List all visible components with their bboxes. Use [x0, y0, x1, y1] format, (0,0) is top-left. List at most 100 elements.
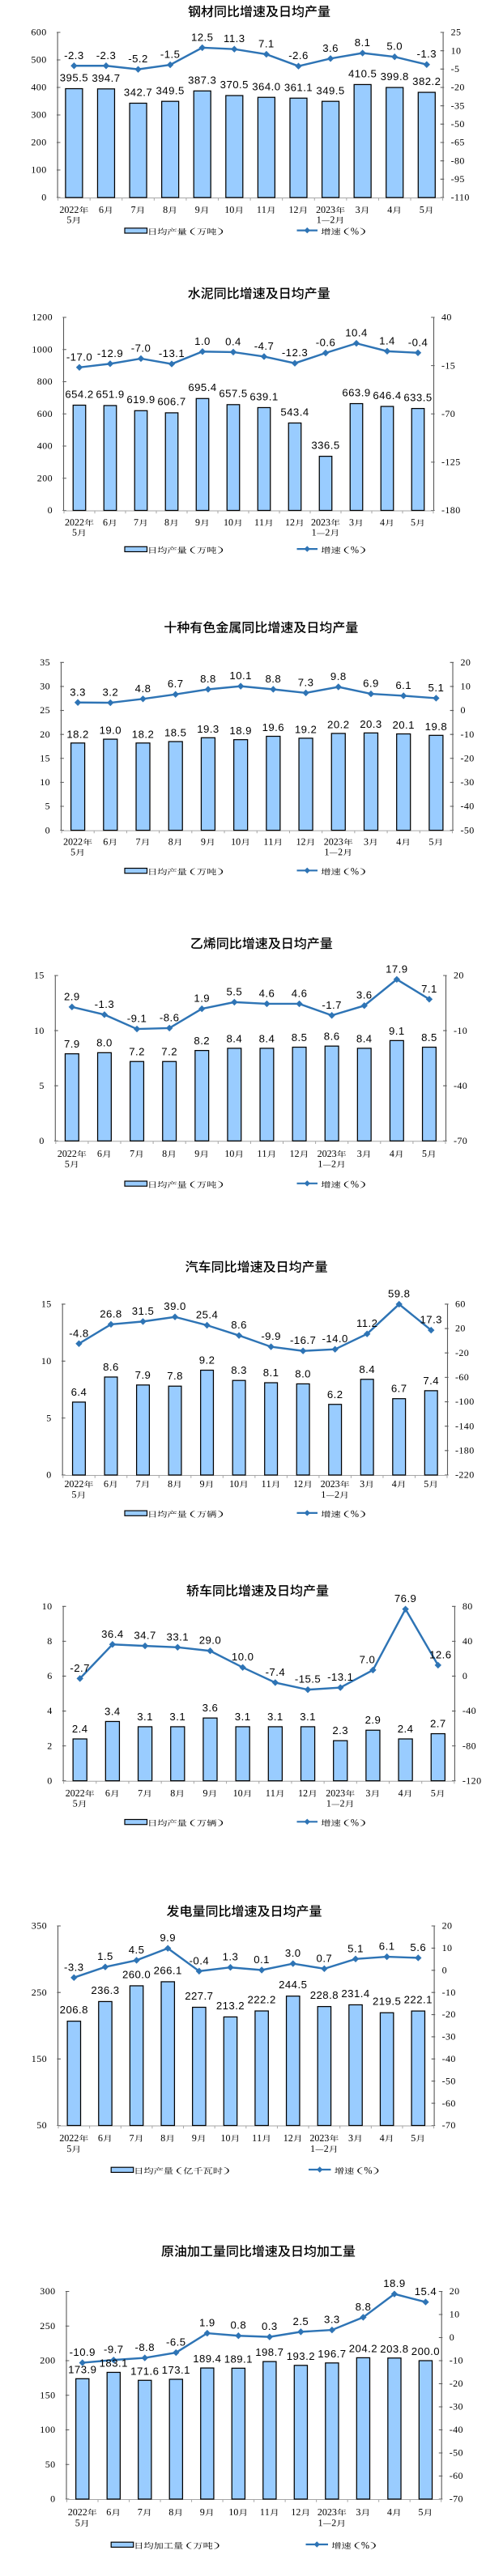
svg-text:-14.0: -14.0 [322, 1333, 348, 1345]
svg-text:-70: -70 [450, 2493, 463, 2505]
svg-text:8.6: 8.6 [103, 1361, 119, 1373]
svg-text:-40: -40 [442, 2053, 456, 2064]
svg-text:10: 10 [42, 1600, 53, 1612]
svg-text:-50: -50 [442, 2075, 456, 2086]
svg-text:15: 15 [34, 970, 45, 981]
svg-text:-30: -30 [442, 2031, 456, 2043]
svg-text:189.1: 189.1 [224, 2353, 253, 2365]
svg-text:8.5: 8.5 [292, 1031, 308, 1044]
svg-text:-0.4: -0.4 [408, 336, 428, 348]
svg-text:193.2: 193.2 [287, 2350, 315, 2362]
svg-text:206.8: 206.8 [60, 2004, 88, 2016]
svg-text:228.8: 228.8 [310, 1989, 339, 2001]
svg-text:260.0: 260.0 [122, 1968, 151, 1980]
svg-text:19.2: 19.2 [295, 723, 317, 735]
svg-text:370.5: 370.5 [220, 79, 249, 91]
svg-text:8.4: 8.4 [259, 1032, 275, 1044]
svg-text:0.8: 0.8 [230, 2319, 246, 2332]
svg-text:10: 10 [442, 1942, 453, 1953]
svg-text:1.3: 1.3 [223, 1951, 239, 1963]
svg-text:-15.5: -15.5 [295, 1673, 321, 1685]
svg-text:-1.5: -1.5 [160, 49, 181, 61]
svg-text:2.9: 2.9 [365, 1714, 382, 1726]
svg-text:-10.9: -10.9 [70, 2346, 96, 2358]
svg-text:10: 10 [450, 2309, 460, 2320]
svg-text:-220: -220 [455, 1469, 475, 1481]
svg-text:-9.9: -9.9 [261, 1330, 281, 1342]
svg-text:20: 20 [450, 2285, 460, 2297]
svg-text:100: 100 [40, 2424, 55, 2435]
svg-text:-20: -20 [450, 2378, 463, 2389]
svg-text:173.9: 173.9 [68, 2363, 96, 2375]
svg-text:4.6: 4.6 [292, 987, 308, 999]
svg-text:100: 100 [31, 164, 46, 176]
svg-text:10: 10 [461, 681, 471, 692]
svg-text:0: 0 [45, 824, 50, 835]
svg-text:4.8: 4.8 [135, 682, 151, 695]
svg-text:543.4: 543.4 [280, 406, 309, 418]
svg-text:-125: -125 [441, 457, 461, 468]
svg-text:196.7: 196.7 [318, 2348, 346, 2360]
svg-text:-12.3: -12.3 [282, 346, 308, 359]
svg-text:-4.7: -4.7 [254, 340, 275, 352]
svg-text:7.3: 7.3 [298, 676, 314, 688]
svg-text:10.1: 10.1 [229, 670, 251, 682]
svg-text:266.1: 266.1 [154, 1964, 182, 1976]
svg-text:20: 20 [442, 1920, 453, 1932]
svg-text:6.1: 6.1 [379, 1941, 395, 1953]
svg-text:3.6: 3.6 [356, 989, 373, 1001]
svg-text:2.4: 2.4 [72, 1723, 88, 1735]
svg-text:663.9: 663.9 [342, 386, 370, 398]
svg-text:20.1: 20.1 [392, 719, 414, 731]
svg-text:6.9: 6.9 [363, 678, 379, 690]
svg-text:3.1: 3.1 [169, 1711, 185, 1723]
svg-text:20: 20 [454, 970, 464, 981]
svg-text:-40: -40 [454, 1080, 467, 1091]
svg-text:-1.3: -1.3 [95, 998, 115, 1010]
svg-text:-20: -20 [455, 1347, 469, 1358]
svg-text:227.7: 227.7 [185, 1990, 213, 2002]
svg-text:19.8: 19.8 [425, 721, 447, 733]
svg-text:7.9: 7.9 [64, 1038, 80, 1050]
svg-text:-40: -40 [461, 801, 475, 812]
svg-text:7.1: 7.1 [258, 38, 275, 50]
svg-text:0.7: 0.7 [317, 1952, 333, 1964]
svg-text:189.4: 189.4 [193, 2353, 221, 2365]
svg-text:5.1: 5.1 [347, 1942, 364, 1954]
svg-text:8.1: 8.1 [263, 1367, 279, 1379]
svg-text:80: 80 [463, 1600, 473, 1612]
svg-text:387.3: 387.3 [188, 74, 216, 86]
svg-text:40: 40 [441, 312, 452, 323]
svg-text:8.4: 8.4 [356, 1032, 373, 1044]
svg-text:8.0: 8.0 [96, 1037, 113, 1049]
svg-text:619.9: 619.9 [126, 393, 155, 406]
svg-text:8.6: 8.6 [231, 1319, 247, 1331]
svg-text:222.1: 222.1 [404, 1993, 433, 2005]
svg-text:18.5: 18.5 [164, 727, 186, 739]
svg-text:7.4: 7.4 [423, 1375, 439, 1387]
svg-text:-20: -20 [442, 2009, 456, 2020]
svg-text:-10: -10 [461, 729, 475, 740]
svg-text:349.5: 349.5 [316, 84, 344, 96]
svg-text:9.8: 9.8 [330, 670, 347, 682]
svg-text:198.7: 198.7 [255, 2346, 283, 2358]
svg-text:219.5: 219.5 [373, 1996, 401, 2008]
svg-text:39.0: 39.0 [164, 1300, 185, 1312]
svg-text:300: 300 [40, 2285, 55, 2297]
svg-text:2.7: 2.7 [430, 1718, 446, 1730]
svg-text:25: 25 [40, 704, 50, 716]
svg-text:400: 400 [31, 82, 46, 93]
svg-text:59.8: 59.8 [388, 1288, 410, 1300]
svg-text:6: 6 [47, 1670, 52, 1681]
svg-text:394.7: 394.7 [92, 72, 120, 84]
svg-text:8.8: 8.8 [200, 673, 216, 685]
svg-text:-1.7: -1.7 [322, 999, 342, 1011]
svg-text:5: 5 [45, 801, 50, 812]
svg-text:336.5: 336.5 [311, 439, 339, 451]
svg-text:-100: -100 [455, 1396, 475, 1407]
svg-text:19.3: 19.3 [197, 723, 219, 735]
svg-text:3.1: 3.1 [137, 1711, 153, 1723]
svg-text:203.8: 203.8 [380, 2343, 408, 2355]
svg-text:-95: -95 [451, 173, 465, 185]
svg-text:-13.1: -13.1 [159, 347, 185, 359]
